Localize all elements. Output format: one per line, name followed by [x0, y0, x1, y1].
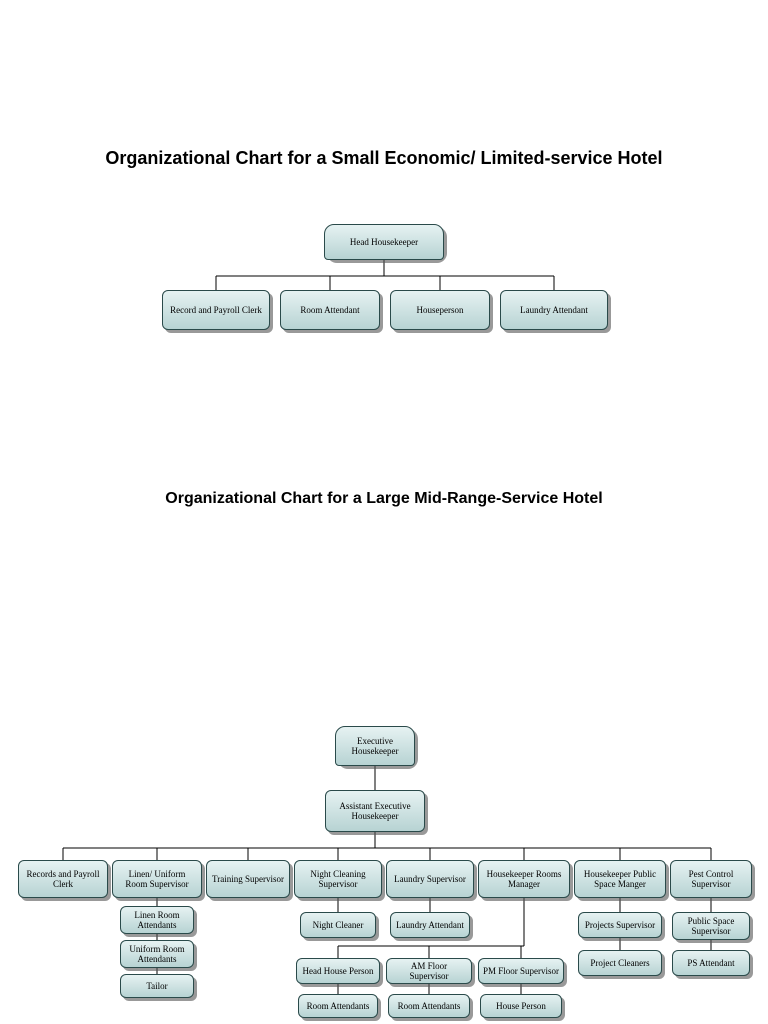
- chart1-child-0-label: Record and Payroll Clerk: [166, 303, 266, 317]
- chart2-l4-1: Room Attendants: [388, 994, 470, 1018]
- chart1-child-0: Record and Payroll Clerk: [162, 290, 270, 330]
- chart2-public-label: Housekeeper Public Space Manger: [575, 867, 665, 892]
- chart2-l3-6-label: AM Floor Supervisor: [387, 959, 471, 984]
- chart1-child-2-label: Houseperson: [413, 303, 468, 317]
- chart2-pest-label: Pest Control Supervisor: [671, 867, 751, 892]
- chart2-train-label: Training Supervisor: [208, 872, 288, 886]
- chart2-l3-3: Night Cleaner: [300, 912, 376, 938]
- chart2-laundry-label: Laundry Supervisor: [390, 872, 470, 886]
- chart2-records-label: Records and Payroll Clerk: [19, 867, 107, 892]
- chart2-l3-7-label: PM Floor Supervisor: [479, 964, 563, 978]
- chart1-root: Head Housekeeper: [324, 224, 444, 260]
- chart2-l4-0-label: Room Attendants: [303, 999, 374, 1013]
- chart2-records: Records and Payroll Clerk: [18, 860, 108, 898]
- chart2-l4-1-label: Room Attendants: [394, 999, 465, 1013]
- chart2-l3-9-label: Project Cleaners: [586, 956, 653, 970]
- chart2-l4-2: House Person: [480, 994, 562, 1018]
- chart2-l3-3-label: Night Cleaner: [309, 918, 368, 932]
- chart2-l3-0-label: Linen Room Attendants: [121, 908, 193, 933]
- chart2-l3-4-label: Laundry Attendant: [392, 918, 468, 932]
- chart2-l3-10: Public Space Supervisor: [672, 912, 750, 940]
- chart2-l3-5: Head House Person: [296, 958, 380, 984]
- chart1-child-2: Houseperson: [390, 290, 490, 330]
- chart2-l3-11-label: PS Attendant: [683, 956, 738, 970]
- chart2-l3-9: Project Cleaners: [578, 950, 662, 976]
- chart2-assistant: Assistant Executive Housekeeper: [325, 790, 425, 832]
- chart2-root-label: Executive Housekeeper: [336, 734, 414, 759]
- chart2-l3-0: Linen Room Attendants: [120, 906, 194, 934]
- chart1-child-3-label: Laundry Attendant: [516, 303, 592, 317]
- chart2-assistant-label: Assistant Executive Housekeeper: [326, 799, 424, 824]
- chart1-child-1: Room Attendant: [280, 290, 380, 330]
- chart1-child-1-label: Room Attendant: [296, 303, 363, 317]
- chart2-linen: Linen/ Uniform Room Supervisor: [112, 860, 202, 898]
- chart2-rooms-label: Housekeeper Rooms Manager: [479, 867, 569, 892]
- chart2-linen-label: Linen/ Uniform Room Supervisor: [113, 867, 201, 892]
- chart2-l3-1-label: Uniform Room Attendants: [121, 942, 193, 967]
- chart2-l3-7: PM Floor Supervisor: [478, 958, 564, 984]
- chart2-pest: Pest Control Supervisor: [670, 860, 752, 898]
- chart2-public: Housekeeper Public Space Manger: [574, 860, 666, 898]
- chart2-l3-8-label: Projects Supervisor: [581, 918, 659, 932]
- chart2-l3-2-label: Tailor: [142, 979, 171, 993]
- chart1-root-label: Head Housekeeper: [346, 235, 422, 249]
- chart2-l3-6: AM Floor Supervisor: [386, 958, 472, 984]
- chart2-rooms: Housekeeper Rooms Manager: [478, 860, 570, 898]
- chart2-train: Training Supervisor: [206, 860, 290, 898]
- chart2-laundry: Laundry Supervisor: [386, 860, 474, 898]
- chart2-l3-5-label: Head House Person: [299, 964, 378, 978]
- chart2-l4-2-label: House Person: [492, 999, 550, 1013]
- chart2-l4-0: Room Attendants: [298, 994, 378, 1018]
- chart2-l3-11: PS Attendant: [672, 950, 750, 976]
- chart2-l3-10-label: Public Space Supervisor: [673, 914, 749, 939]
- chart2-l3-8: Projects Supervisor: [578, 912, 662, 938]
- chart2-night: Night Cleaning Supervisor: [294, 860, 382, 898]
- chart1-child-3: Laundry Attendant: [500, 290, 608, 330]
- chart2-night-label: Night Cleaning Supervisor: [295, 867, 381, 892]
- chart2-l3-4: Laundry Attendant: [390, 912, 470, 938]
- chart2-root: Executive Housekeeper: [335, 726, 415, 766]
- chart2-l3-1: Uniform Room Attendants: [120, 940, 194, 968]
- chart2-l3-2: Tailor: [120, 974, 194, 998]
